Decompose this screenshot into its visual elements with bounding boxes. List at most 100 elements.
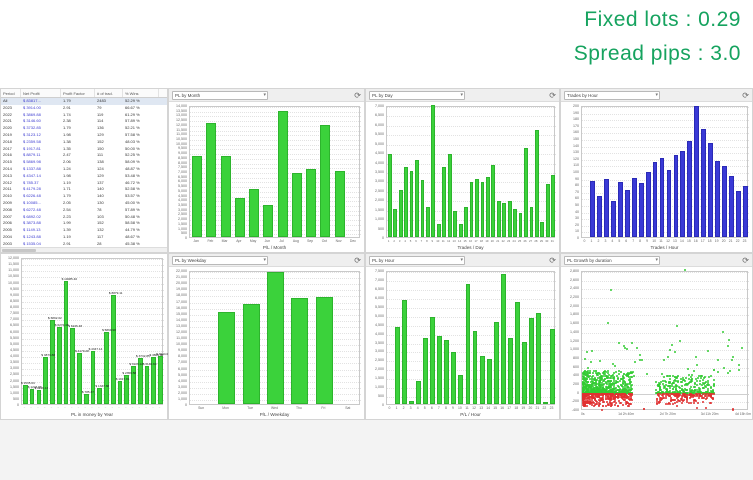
win-point <box>669 387 672 390</box>
table-row[interactable]: 2019 $ 3123.12 1.98 129 57.58 % <box>1 132 167 139</box>
y-axis-tick-label: 11,500 <box>176 127 187 132</box>
table-row[interactable]: 2021 $ 3146.60 2.38 114 57.89 % <box>1 118 167 125</box>
refresh-icon[interactable]: ⟳ <box>549 256 556 265</box>
win-point <box>592 388 595 391</box>
x-axis-tick-label: 6 <box>625 239 628 243</box>
bar <box>631 177 637 237</box>
gridline <box>22 271 164 273</box>
table-row[interactable]: 2007 $ 6892.02 2.23 103 50.48 % <box>1 214 167 221</box>
chart-type-dropdown[interactable]: PL by Hour ▾ <box>369 256 465 265</box>
table-row[interactable]: 2023 $ 3914.00 2.91 79 66.67 % <box>1 105 167 112</box>
table-row[interactable]: All $ 83817... 1.79 2483 52.29 % <box>1 98 167 105</box>
y-axis-tick-label: 18,000 <box>176 293 187 298</box>
y-axis-tick-label: 1,000 <box>178 396 187 401</box>
win-point <box>622 377 625 380</box>
table-row[interactable]: 2008 $ 6272.48 2.54 78 57.89 % <box>1 207 167 214</box>
horizontal-scrollbar[interactable] <box>1 247 167 252</box>
refresh-icon[interactable]: ⟳ <box>549 91 556 100</box>
win-point <box>703 381 706 384</box>
win-point <box>597 385 600 388</box>
y-axis-tick-label: 4,000 <box>375 331 384 336</box>
scrollbar-thumb[interactable] <box>2 249 36 252</box>
win-point <box>624 347 627 350</box>
table-cell: 150 <box>97 145 104 151</box>
x-axis-tick-label: 18 <box>479 239 483 243</box>
table-row[interactable]: 2017 $ 1917.81 1.35 150 50.00 % <box>1 146 167 153</box>
table-column-header[interactable]: % Wins <box>123 89 159 97</box>
table-column-header[interactable]: Net Profit <box>21 89 61 97</box>
win-point <box>617 372 620 375</box>
x-axis-title: P/L / Weekday <box>259 412 290 417</box>
loss-point <box>667 402 670 405</box>
chart-type-dropdown[interactable]: Trades by Hour ▾ <box>564 91 660 100</box>
win-point <box>709 375 712 378</box>
bar-value-label: $ 3146.60 <box>142 361 157 366</box>
pl-by-month-chart: 0 500 1,000 1,500 2,000 2,500 3,000 3,500 4,000 4… <box>169 102 364 252</box>
loss-point <box>674 398 677 401</box>
win-point <box>698 379 701 382</box>
chart-type-dropdown[interactable]: PL by Day ▾ <box>369 91 465 100</box>
table-row[interactable]: 2014 $ 1337.88 1.24 124 48.87 % <box>1 166 167 173</box>
table-row[interactable]: 2022 $ 3869.88 1.74 119 61.29 % <box>1 112 167 119</box>
refresh-icon[interactable]: ⟳ <box>742 256 749 265</box>
win-point <box>606 322 609 325</box>
win-point <box>700 375 703 378</box>
x-axis-tick-label: 10 <box>436 239 440 243</box>
table-row[interactable]: 2013 $ 4347.14 1.98 129 53.48 % <box>1 173 167 180</box>
chart-type-dropdown[interactable]: PL by Weekday ▾ <box>172 256 268 265</box>
table-row[interactable]: 2015 $ 5869.98 2.06 138 58.09 % <box>1 159 167 166</box>
table-row[interactable]: 2018 $ 2359.58 1.38 152 48.03 % <box>1 139 167 146</box>
bar <box>420 180 425 237</box>
gridline <box>582 126 749 128</box>
y-axis-tick-label: 4,000 <box>178 378 187 383</box>
win-point <box>594 390 597 393</box>
win-point <box>590 350 593 353</box>
loss-point <box>702 393 704 396</box>
win-point <box>626 347 629 350</box>
win-point <box>693 385 696 388</box>
x-axis-tick-label: 0 <box>388 406 391 410</box>
table-row[interactable]: 2016 $ 8879.11 2.47 111 52.25 % <box>1 152 167 159</box>
win-point <box>729 370 732 373</box>
gridline <box>582 179 749 181</box>
table-row[interactable]: 2011 $ 4179.28 1.71 140 52.58 % <box>1 186 167 193</box>
win-point <box>673 376 676 379</box>
bar <box>550 329 555 404</box>
y-axis-tick-label: 400 <box>573 373 579 378</box>
table-column-header[interactable]: # of trad. <box>95 89 123 97</box>
win-point <box>624 383 627 386</box>
x-axis-tick-label: 22 <box>542 406 547 410</box>
table-row[interactable]: 2010 $ 6226.48 1.79 140 53.57 % <box>1 193 167 200</box>
table-cell: 152 <box>97 220 104 226</box>
y-axis-tick-label: 1,000 <box>178 226 187 231</box>
table-row[interactable]: 2012 $ 785.37 1.19 137 46.72 % <box>1 180 167 187</box>
bar <box>266 272 285 404</box>
refresh-icon[interactable]: ⟳ <box>354 91 361 100</box>
table-cell: 2003 <box>3 240 12 246</box>
table-row[interactable]: 2004 $ 1243.88 1.19 117 48.67 % <box>1 234 167 241</box>
table-row[interactable]: 2003 $ 1535.04 2.91 28 45.38 % <box>1 241 167 248</box>
table-column-header[interactable]: Period <box>1 89 21 97</box>
loss-point <box>688 401 691 404</box>
loss-point <box>603 393 606 396</box>
table-cell: $ 3123.12 <box>23 131 41 137</box>
table-row[interactable]: 2005 $ 1149.13 1.39 132 44.79 % <box>1 227 167 234</box>
table-column-header[interactable]: Profit Factor <box>61 89 95 97</box>
bar <box>551 174 556 237</box>
table-row[interactable]: 2006 $ 3873.88 1.99 152 58.58 % <box>1 220 167 227</box>
table-cell: 58.58 % <box>125 220 140 226</box>
y-axis-tick-label: 3,000 <box>10 366 19 371</box>
table-cell: $ 1535.04 <box>23 240 41 246</box>
refresh-icon[interactable]: ⟳ <box>354 256 361 265</box>
table-row[interactable]: 2020 $ 3732.85 1.79 136 52.21 % <box>1 125 167 132</box>
chart-type-dropdown[interactable]: PL Growth by duration ▾ <box>564 256 660 265</box>
y-axis-tick-label: 16,000 <box>176 305 187 310</box>
win-point <box>621 378 624 381</box>
table-row[interactable]: 2009 $ 10085... 2.05 130 45.00 % <box>1 200 167 207</box>
win-point <box>657 391 660 394</box>
table-cell: 2.47 <box>63 152 71 158</box>
refresh-icon[interactable]: ⟳ <box>742 91 749 100</box>
gridline <box>387 289 556 291</box>
win-point <box>599 391 602 394</box>
chart-type-dropdown[interactable]: PL by Month ▾ <box>172 91 268 100</box>
